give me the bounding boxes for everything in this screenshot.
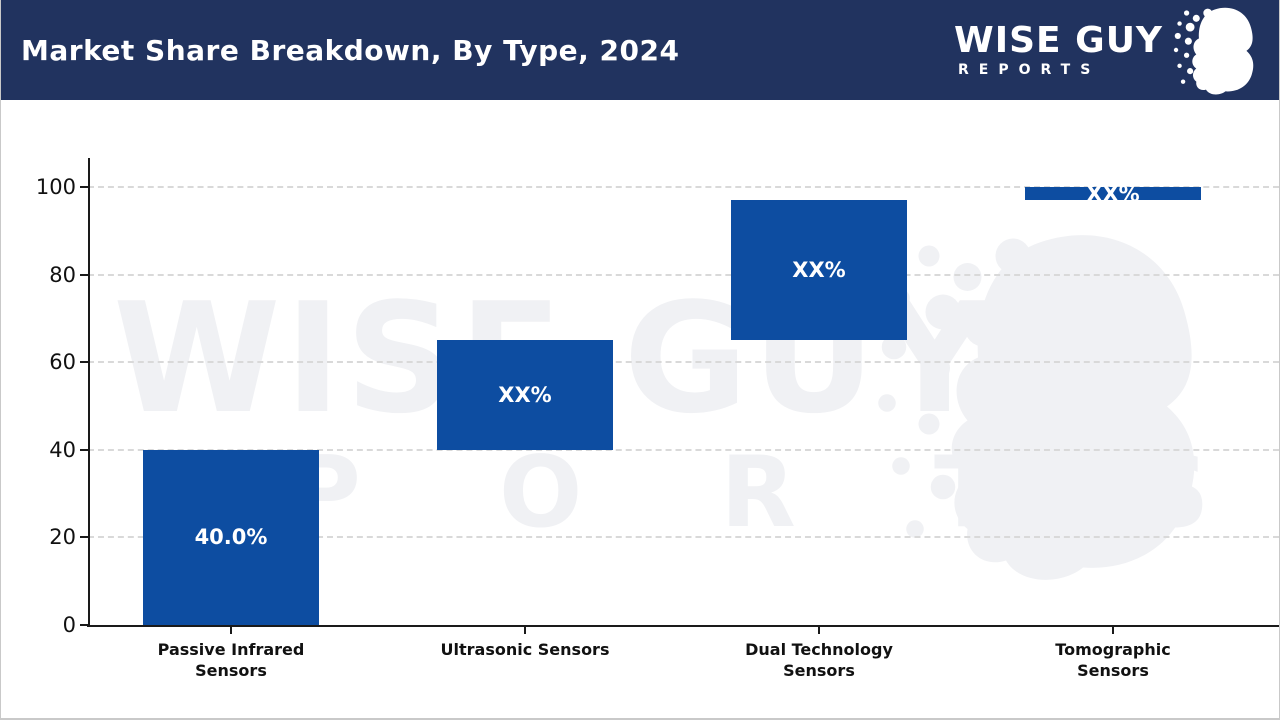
bar-value-label: 40.0% xyxy=(194,525,268,550)
y-axis-label-20: 20 xyxy=(49,525,76,550)
x-axis-label-dual-technology-sensors: Dual Technology Sensors xyxy=(745,640,893,680)
logo-head-icon xyxy=(1173,7,1254,95)
y-axis-label-0: 0 xyxy=(62,613,76,637)
y-axis-label-40: 40 xyxy=(49,437,76,462)
bar-value-label: XX% xyxy=(792,258,846,283)
gridline-100 xyxy=(88,186,1279,188)
gridline-20 xyxy=(88,536,1279,539)
y-axis-tick-80 xyxy=(80,273,88,276)
chart-title: Market Share Breakdown, By Type, 2024 xyxy=(21,33,680,67)
wise-guy-reports-logo: WISE GUY REPORTS xyxy=(954,4,1257,96)
gridline-60 xyxy=(88,361,1279,364)
watermark-head-icon xyxy=(878,235,1195,580)
bar-tomographic-sensors: XX% xyxy=(1025,182,1201,206)
y-axis-label-60: 60 xyxy=(49,350,76,375)
logo-wordmark: WISE GUY xyxy=(953,20,1163,61)
x-axis-label-ultrasonic-sensors: Ultrasonic Sensors xyxy=(440,640,610,659)
bar-value-label: XX% xyxy=(498,383,552,408)
y-axis-tick-60 xyxy=(80,361,88,364)
bar-passive-infrared-sensors: 40.0% xyxy=(143,449,319,625)
y-axis-label-80: 80 xyxy=(49,262,76,287)
x-axis-tick-dual-technology-sensors xyxy=(818,627,820,634)
plot-area: WISE GUY P O R T S 0 20 40 60 80 100 40.0% XX% X… xyxy=(1,100,1279,718)
gridline-40 xyxy=(88,448,1279,451)
bar-ultrasonic-sensors: XX% xyxy=(437,340,613,450)
y-axis-tick-100 xyxy=(80,186,88,188)
y-axis-tick-0 xyxy=(80,624,88,626)
logo-text: WISE GUY REPORTS xyxy=(953,20,1163,78)
x-axis-tick-ultrasonic-sensors xyxy=(524,627,526,634)
gridline-80 xyxy=(88,273,1279,276)
bar-value-label: XX% xyxy=(1086,181,1140,206)
x-axis-tick-passive-infrared-sensors xyxy=(230,627,232,634)
x-axis-line xyxy=(87,625,1279,627)
y-axis-tick-40 xyxy=(80,448,88,451)
x-axis-label-tomographic-sensors: Tomographic Sensors xyxy=(1055,640,1171,680)
y-axis-tick-20 xyxy=(80,536,88,539)
header-bar: Market Share Breakdown, By Type, 2024 WI… xyxy=(1,0,1279,100)
y-axis-label-100: 100 xyxy=(35,175,76,199)
x-axis-tick-tomographic-sensors xyxy=(1112,627,1114,634)
logo-subtitle: REPORTS xyxy=(957,62,1101,78)
y-axis-line xyxy=(88,158,90,627)
x-axis-label-passive-infrared-sensors: Passive Infrared Sensors xyxy=(157,640,305,680)
bar-dual-technology-sensors: XX% xyxy=(731,200,907,341)
